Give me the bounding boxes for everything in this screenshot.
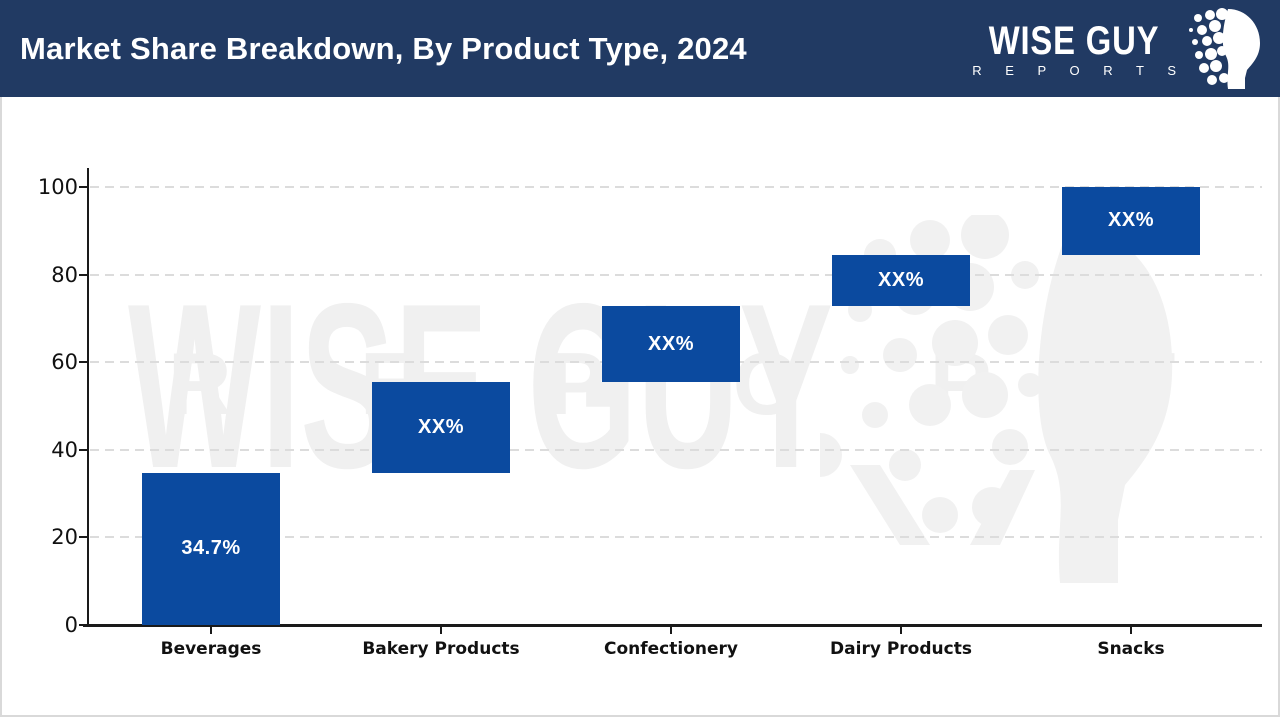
logo-subtitle: R E P O R T S: [972, 62, 1186, 78]
y-tick-mark: [79, 448, 87, 451]
gridline: [90, 536, 1262, 539]
gridline: [90, 186, 1262, 188]
y-tick-mark: [79, 273, 87, 276]
y-tick-label: 100: [37, 175, 78, 199]
x-tick-mark: [440, 627, 442, 634]
y-tick-label: 40: [51, 437, 78, 462]
logo-text: WISE GUY R E P O R T S: [962, 21, 1186, 77]
bar-confectionery: XX%: [602, 306, 740, 382]
gridline: [90, 273, 1262, 276]
bar-value-label: XX%: [1108, 209, 1154, 232]
y-tick-mark: [79, 186, 87, 188]
bar-value-label: XX%: [648, 332, 694, 355]
y-axis-line: [87, 168, 89, 627]
bar-value-label: 34.7%: [181, 537, 241, 560]
logo-head-icon: [1189, 7, 1260, 89]
gridline: [90, 448, 1262, 451]
bar-snacks: XX%: [1062, 187, 1200, 255]
bar-bakery-products: XX%: [372, 381, 510, 473]
x-tick-mark: [900, 627, 902, 634]
y-tick-mark: [79, 361, 87, 364]
x-tick-label: Bakery Products: [362, 639, 520, 659]
x-tick-label: Beverages: [160, 639, 262, 659]
y-tick-label: 80: [51, 262, 78, 287]
header-bar: Market Share Breakdown, By Product Type,…: [0, 0, 1280, 97]
logo-wordmark: WISE GUY: [988, 18, 1160, 63]
x-tick-mark: [670, 627, 672, 634]
x-tick-label: Dairy Products: [830, 639, 972, 659]
x-tick-label: Confectionery: [604, 639, 738, 659]
y-tick-label: 0: [64, 613, 78, 637]
wise-guy-logo: WISE GUY R E P O R T S: [962, 7, 1262, 90]
y-tick-label: 20: [51, 525, 78, 550]
bar-dairy-products: XX%: [832, 254, 970, 307]
chart-title: Market Share Breakdown, By Product Type,…: [20, 30, 747, 66]
y-tick-mark: [79, 536, 87, 539]
bar-value-label: XX%: [878, 268, 924, 291]
bar-value-label: XX%: [418, 415, 464, 438]
y-tick-label: 60: [51, 350, 78, 375]
x-axis-line: [83, 624, 1262, 627]
x-tick-mark: [210, 627, 212, 634]
bar-beverages: 34.7%: [142, 473, 280, 625]
x-tick-mark: [1130, 627, 1132, 634]
x-tick-label: Snacks: [1097, 639, 1165, 659]
